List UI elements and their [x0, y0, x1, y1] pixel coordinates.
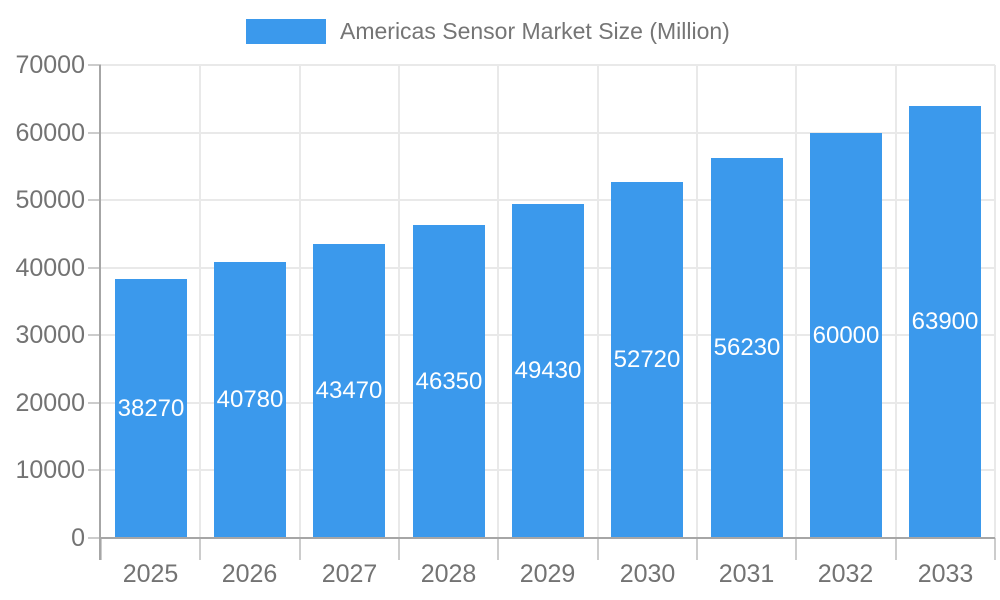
legend-label: Americas Sensor Market Size (Million) — [340, 17, 730, 44]
gridline-horizontal — [101, 199, 995, 201]
legend: Americas Sensor Market Size (Million) — [246, 16, 730, 46]
x-axis-label: 2026 — [221, 560, 278, 588]
y-axis-label: 40000 — [15, 254, 85, 282]
x-axis-label: 2027 — [321, 560, 378, 588]
gridline-vertical — [795, 65, 797, 538]
bar[interactable] — [313, 244, 385, 538]
bar-value-label: 52720 — [613, 346, 681, 373]
legend-swatch-icon — [246, 18, 326, 44]
x-tick-mark — [895, 538, 897, 560]
bar-value-label: 60000 — [812, 322, 880, 349]
y-axis-label: 30000 — [15, 321, 85, 349]
bar[interactable] — [810, 133, 882, 538]
bar-value-label: 63900 — [911, 308, 979, 335]
bar[interactable] — [611, 182, 683, 538]
x-axis-label: 2030 — [619, 560, 676, 588]
x-axis-label: 2031 — [718, 560, 775, 588]
bar[interactable] — [711, 158, 783, 538]
gridline-vertical — [398, 65, 400, 538]
x-tick-mark — [398, 538, 400, 560]
gridline-vertical — [199, 65, 201, 538]
legend-item[interactable]: Americas Sensor Market Size (Million) — [246, 18, 730, 45]
y-axis-label: 0 — [71, 524, 85, 552]
x-tick-mark — [497, 538, 499, 560]
gridline-horizontal — [101, 64, 995, 66]
y-tick-mark — [88, 64, 101, 66]
y-axis-label: 70000 — [15, 51, 85, 79]
x-axis-label: 2028 — [420, 560, 477, 588]
y-axis-label: 10000 — [15, 456, 85, 484]
bar[interactable] — [413, 225, 485, 538]
x-tick-mark — [199, 538, 201, 560]
x-tick-mark — [597, 538, 599, 560]
bar[interactable] — [214, 262, 286, 538]
y-tick-mark — [88, 469, 101, 471]
gridline-vertical — [994, 65, 996, 538]
x-tick-mark — [994, 538, 996, 560]
x-axis-label: 2025 — [122, 560, 179, 588]
bar[interactable] — [512, 204, 584, 538]
bar-value-label: 40780 — [216, 386, 284, 413]
bar-value-label: 49430 — [514, 357, 582, 384]
bar-value-label: 43470 — [315, 377, 383, 404]
bar-value-label: 38270 — [117, 395, 185, 422]
gridline-vertical — [597, 65, 599, 538]
x-tick-mark — [100, 538, 102, 560]
x-tick-mark — [696, 538, 698, 560]
y-axis-label: 50000 — [15, 186, 85, 214]
y-tick-mark — [88, 199, 101, 201]
gridline-vertical — [895, 65, 897, 538]
y-axis-label: 20000 — [15, 389, 85, 417]
x-axis-line — [101, 537, 995, 539]
y-tick-mark — [88, 267, 101, 269]
bar-value-label: 56230 — [713, 334, 781, 361]
y-axis-label: 60000 — [15, 119, 85, 147]
y-tick-mark — [88, 132, 101, 134]
gridline-vertical — [497, 65, 499, 538]
x-axis-label: 2029 — [519, 560, 576, 588]
bar[interactable] — [909, 106, 981, 538]
bar[interactable] — [115, 279, 187, 538]
y-tick-mark — [88, 402, 101, 404]
x-axis-label: 2033 — [917, 560, 974, 588]
gridline-vertical — [696, 65, 698, 538]
gridline-horizontal — [101, 132, 995, 134]
gridline-vertical — [299, 65, 301, 538]
x-tick-mark — [795, 538, 797, 560]
x-tick-mark — [299, 538, 301, 560]
bar-value-label: 46350 — [415, 368, 483, 395]
y-tick-mark — [88, 334, 101, 336]
y-axis-line — [99, 65, 101, 560]
y-tick-mark — [88, 537, 101, 539]
x-axis-label: 2032 — [817, 560, 874, 588]
